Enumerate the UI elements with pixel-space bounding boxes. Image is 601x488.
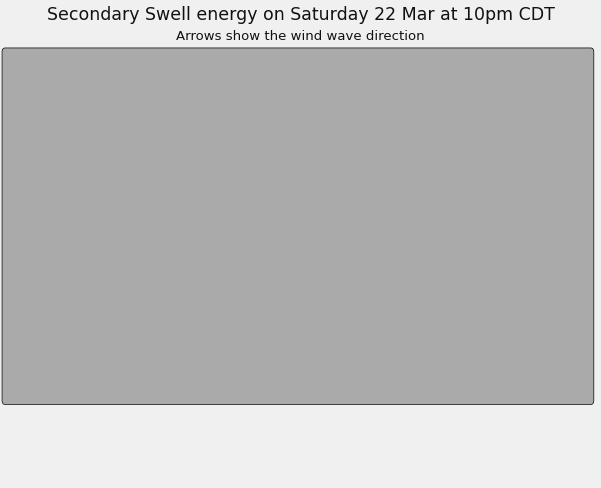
Text: Secondary Swell energy on Saturday 22 Mar at 10pm CDT: Secondary Swell energy on Saturday 22 Ma… (46, 6, 555, 24)
FancyBboxPatch shape (2, 49, 594, 405)
Text: Arrows show the wind wave direction: Arrows show the wind wave direction (176, 30, 425, 42)
